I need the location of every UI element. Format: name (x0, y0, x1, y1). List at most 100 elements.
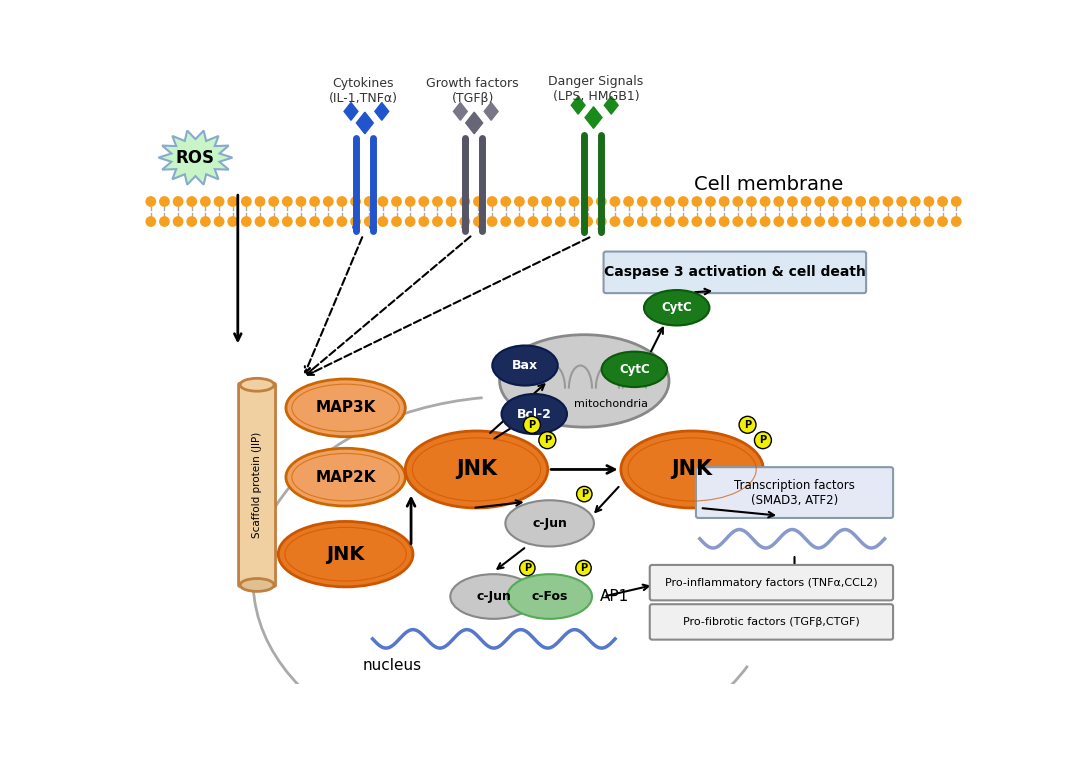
Circle shape (500, 196, 511, 207)
Circle shape (514, 196, 525, 207)
Circle shape (664, 196, 675, 207)
Circle shape (882, 196, 893, 207)
Text: Bcl-2: Bcl-2 (517, 408, 552, 421)
Text: CytC: CytC (661, 301, 692, 314)
Circle shape (446, 196, 457, 207)
Ellipse shape (286, 379, 405, 437)
Circle shape (459, 216, 470, 227)
Ellipse shape (500, 335, 669, 427)
Polygon shape (484, 103, 498, 121)
Circle shape (609, 196, 620, 207)
Circle shape (214, 196, 225, 207)
Circle shape (146, 196, 157, 207)
Circle shape (296, 196, 307, 207)
Circle shape (214, 216, 225, 227)
Circle shape (519, 561, 535, 576)
Circle shape (241, 216, 252, 227)
Circle shape (241, 196, 252, 207)
Polygon shape (454, 103, 468, 121)
Circle shape (759, 216, 770, 227)
Circle shape (582, 216, 593, 227)
Circle shape (937, 196, 948, 207)
Ellipse shape (602, 352, 667, 387)
Text: c-Jun: c-Jun (532, 517, 567, 530)
Circle shape (923, 196, 934, 207)
Circle shape (432, 216, 443, 227)
Text: Scaffold protein (JIP): Scaffold protein (JIP) (252, 432, 262, 538)
Circle shape (500, 216, 511, 227)
Circle shape (787, 216, 798, 227)
Circle shape (909, 196, 920, 207)
Circle shape (576, 561, 591, 576)
Circle shape (446, 216, 457, 227)
Circle shape (596, 216, 607, 227)
Text: MAP3K: MAP3K (315, 400, 376, 415)
FancyBboxPatch shape (604, 252, 866, 293)
Circle shape (869, 196, 880, 207)
Ellipse shape (501, 394, 567, 434)
Text: c-Fos: c-Fos (531, 590, 568, 603)
Circle shape (623, 196, 634, 207)
Circle shape (800, 216, 811, 227)
Ellipse shape (279, 521, 413, 587)
Circle shape (950, 196, 961, 207)
Circle shape (200, 196, 211, 207)
Circle shape (739, 416, 756, 433)
Text: JNK: JNK (672, 459, 713, 479)
Text: Growth factors
(TGFβ): Growth factors (TGFβ) (427, 78, 519, 105)
Circle shape (732, 216, 743, 227)
Circle shape (432, 196, 443, 207)
Circle shape (323, 196, 334, 207)
Circle shape (855, 196, 866, 207)
Text: Caspase 3 activation & cell death: Caspase 3 activation & cell death (604, 265, 866, 280)
Ellipse shape (508, 574, 592, 619)
Circle shape (187, 216, 198, 227)
Circle shape (577, 486, 592, 502)
Circle shape (828, 196, 839, 207)
Circle shape (759, 196, 770, 207)
Text: Transcription factors
(SMAD3, ATF2): Transcription factors (SMAD3, ATF2) (734, 478, 855, 507)
Circle shape (650, 196, 661, 207)
Ellipse shape (644, 290, 710, 326)
Circle shape (539, 432, 556, 449)
Circle shape (282, 196, 293, 207)
Circle shape (637, 196, 648, 207)
Circle shape (405, 216, 416, 227)
Circle shape (937, 216, 948, 227)
Circle shape (828, 216, 839, 227)
Circle shape (896, 196, 907, 207)
Polygon shape (585, 107, 602, 128)
Ellipse shape (286, 449, 405, 506)
Text: P: P (543, 435, 551, 445)
Circle shape (814, 196, 825, 207)
Circle shape (909, 216, 920, 227)
Circle shape (227, 196, 238, 207)
Circle shape (882, 216, 893, 227)
Circle shape (159, 196, 170, 207)
Circle shape (678, 196, 689, 207)
Text: c-Jun: c-Jun (476, 590, 511, 603)
Ellipse shape (492, 346, 557, 386)
FancyBboxPatch shape (696, 467, 893, 518)
Circle shape (528, 196, 539, 207)
Text: JNK: JNK (456, 459, 497, 479)
Text: Bax: Bax (512, 359, 538, 372)
Circle shape (282, 216, 293, 227)
Ellipse shape (240, 379, 274, 391)
Circle shape (814, 216, 825, 227)
Text: P: P (759, 435, 767, 445)
Circle shape (459, 196, 470, 207)
Circle shape (923, 216, 934, 227)
Text: Pro-inflammatory factors (TNFα,CCL2): Pro-inflammatory factors (TNFα,CCL2) (665, 578, 878, 588)
Circle shape (405, 196, 416, 207)
Circle shape (159, 216, 170, 227)
Circle shape (487, 216, 498, 227)
Circle shape (623, 216, 634, 227)
Circle shape (596, 196, 607, 207)
Circle shape (296, 216, 307, 227)
Circle shape (841, 216, 852, 227)
Circle shape (541, 216, 552, 227)
Circle shape (719, 216, 729, 227)
Circle shape (200, 216, 211, 227)
Polygon shape (345, 103, 357, 121)
